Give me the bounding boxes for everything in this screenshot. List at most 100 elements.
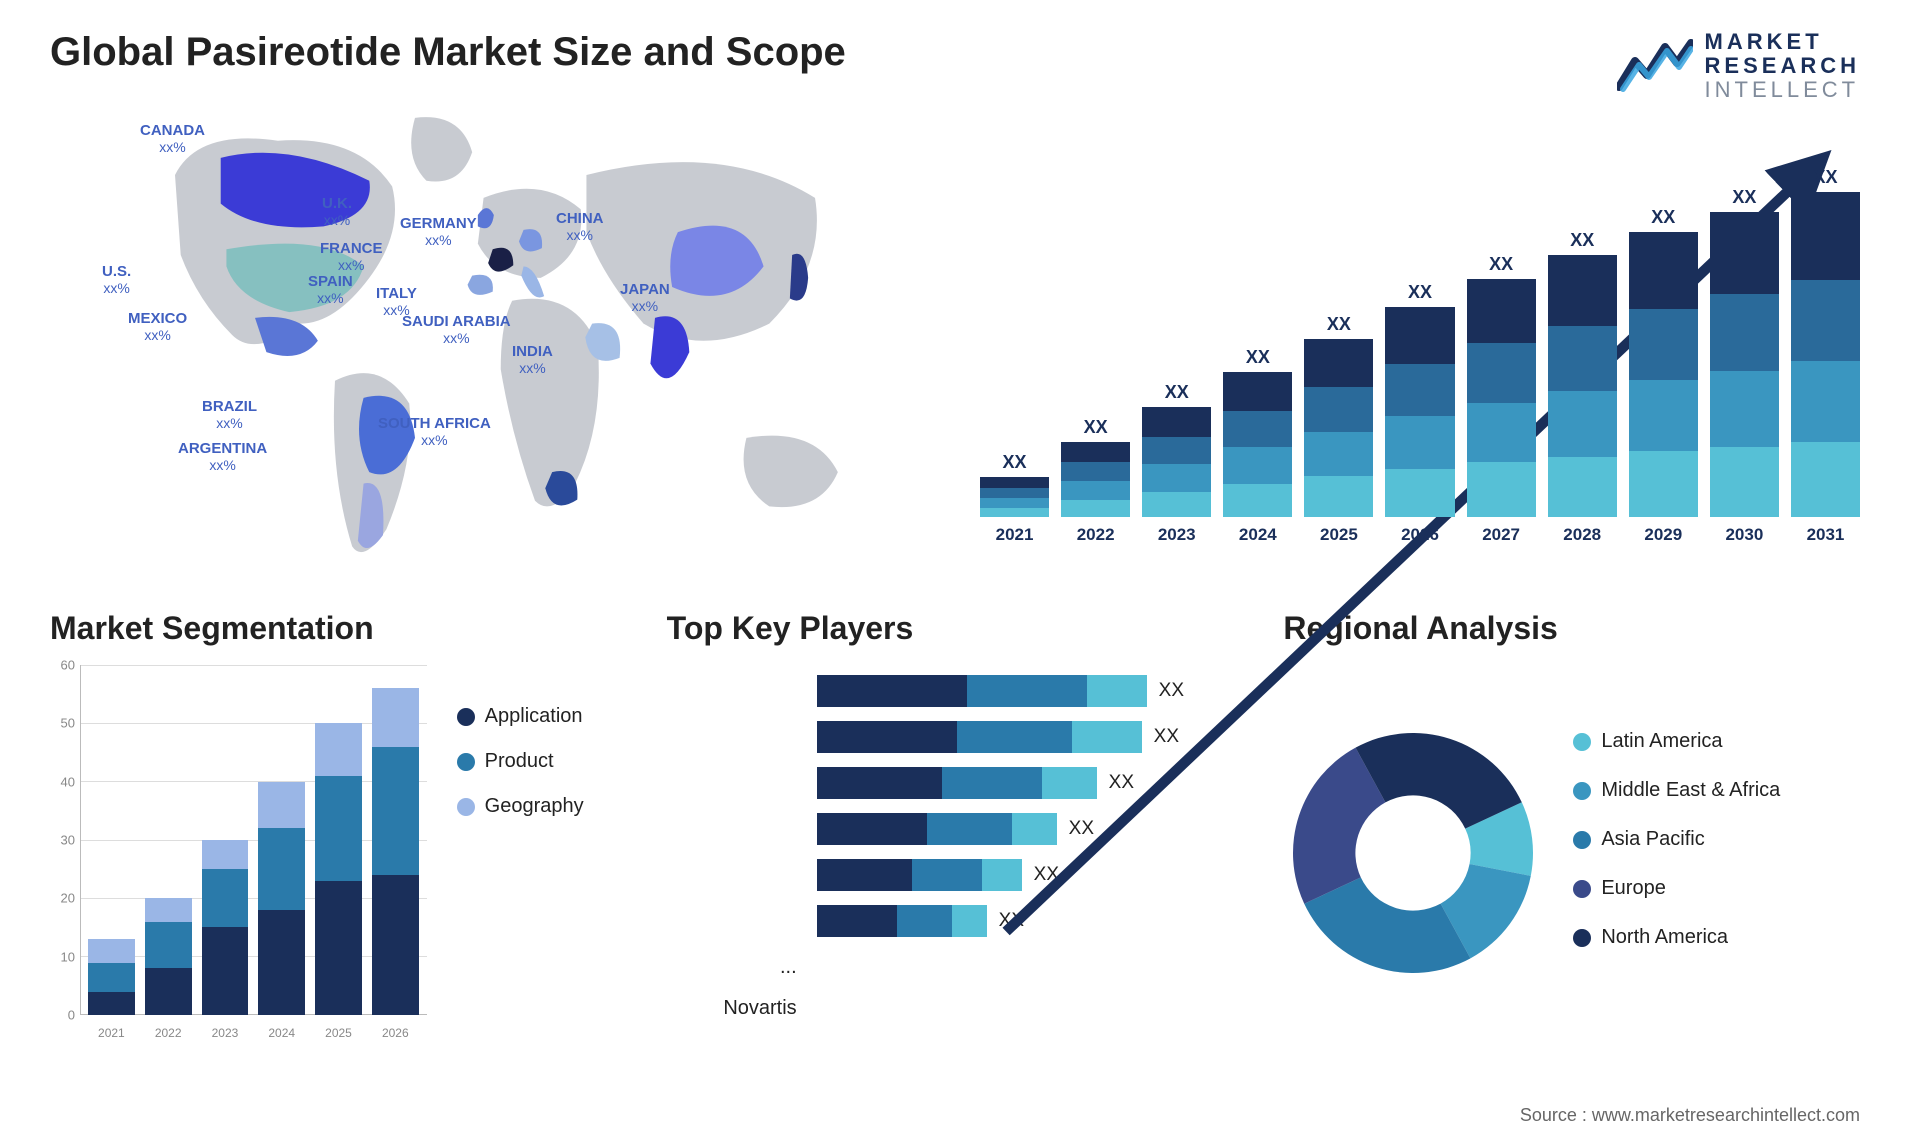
top-players-side-label: Novartis xyxy=(723,997,796,1020)
top-players-value-label: XX xyxy=(1034,864,1059,886)
map-label-south-africa: SOUTH AFRICAxx% xyxy=(378,415,491,450)
segmentation-bar-chart: 0102030405060 202120222023202420252026 xyxy=(50,665,427,1040)
map-label-japan: JAPANxx% xyxy=(620,281,670,316)
segmentation-ytick: 0 xyxy=(50,1008,75,1023)
growth-bar-2021: XX 2021 xyxy=(980,452,1049,545)
growth-bar-year-label: 2027 xyxy=(1482,525,1520,545)
segmentation-bar-2022 xyxy=(145,898,192,1015)
top-players-value-label: XX xyxy=(1159,680,1184,702)
segmentation-legend-item: Application xyxy=(457,705,637,728)
map-label-germany: GERMANYxx% xyxy=(400,215,477,250)
top-players-row: XX xyxy=(817,905,1254,937)
map-label-canada: CANADAxx% xyxy=(140,122,205,157)
segmentation-legend: Application Product Geography xyxy=(457,665,637,1040)
segmentation-xtick: 2026 xyxy=(372,1026,419,1040)
top-players-value-label: XX xyxy=(1154,726,1179,748)
growth-bar-year-label: 2024 xyxy=(1239,525,1277,545)
growth-bar-2022: XX 2022 xyxy=(1061,417,1130,545)
growth-bar-2031: XX 2031 xyxy=(1791,167,1860,545)
segmentation-bar-2023 xyxy=(202,840,249,1015)
top-players-value-label: XX xyxy=(1069,818,1094,840)
top-players-value-label: XX xyxy=(999,910,1024,932)
map-label-france: FRANCExx% xyxy=(320,240,383,275)
regional-legend-item: Middle East & Africa xyxy=(1573,779,1870,802)
growth-bar-2024: XX 2024 xyxy=(1223,347,1292,545)
regional-legend-item: Latin America xyxy=(1573,730,1870,753)
regional-title: Regional Analysis xyxy=(1283,610,1870,647)
logo-text: MARKET RESEARCH INTELLECT xyxy=(1705,30,1860,103)
segmentation-xtick: 2025 xyxy=(315,1026,362,1040)
map-label-saudi-arabia: SAUDI ARABIAxx% xyxy=(402,313,511,348)
regional-legend-item: North America xyxy=(1573,926,1870,949)
growth-bar-value-label: XX xyxy=(1003,452,1027,473)
growth-bar-value-label: XX xyxy=(1084,417,1108,438)
map-label-china: CHINAxx% xyxy=(556,210,604,245)
top-players-value-label: XX xyxy=(1109,772,1134,794)
growth-bar-year-label: 2021 xyxy=(996,525,1034,545)
top-players-panel: Top Key Players ... Novartis XX XX XX XX XX XX xyxy=(667,610,1254,1040)
world-map: CANADAxx% U.S.xx% MEXICOxx% BRAZILxx% ARGENT… xyxy=(50,95,940,575)
growth-bar-2025: XX 2025 xyxy=(1304,314,1373,545)
top-players-side-label: ... xyxy=(780,956,797,979)
growth-bar-value-label: XX xyxy=(1408,282,1432,303)
map-label-brazil: BRAZILxx% xyxy=(202,398,257,433)
growth-bar-value-label: XX xyxy=(1327,314,1351,335)
segmentation-legend-item: Product xyxy=(457,750,637,773)
segmentation-ytick: 60 xyxy=(50,658,75,673)
segmentation-xtick: 2021 xyxy=(88,1026,135,1040)
segmentation-title: Market Segmentation xyxy=(50,610,637,647)
segmentation-xtick: 2023 xyxy=(202,1026,249,1040)
regional-legend-item: Europe xyxy=(1573,877,1870,900)
regional-legend: Latin America Middle East & Africa Asia Pa… xyxy=(1573,730,1870,975)
growth-bar-2026: XX 2026 xyxy=(1385,282,1454,545)
growth-bar-value-label: XX xyxy=(1165,382,1189,403)
regional-panel: Regional Analysis Latin America Middle Ea… xyxy=(1283,610,1870,1040)
segmentation-bar-2021 xyxy=(88,939,135,1015)
map-label-india: INDIAxx% xyxy=(512,343,553,378)
top-players-bar-chart: XX XX XX XX XX XX xyxy=(817,665,1254,1040)
growth-bar-year-label: 2029 xyxy=(1644,525,1682,545)
segmentation-ytick: 30 xyxy=(50,833,75,848)
map-label-u-s-: U.S.xx% xyxy=(102,263,131,298)
segmentation-legend-item: Geography xyxy=(457,795,637,818)
regional-legend-item: Asia Pacific xyxy=(1573,828,1870,851)
map-label-argentina: ARGENTINAxx% xyxy=(178,440,267,475)
growth-bar-value-label: XX xyxy=(1246,347,1270,368)
segmentation-ytick: 50 xyxy=(50,716,75,731)
segmentation-bar-2024 xyxy=(258,782,305,1015)
growth-bar-2027: XX 2027 xyxy=(1467,254,1536,545)
growth-bar-year-label: 2026 xyxy=(1401,525,1439,545)
segmentation-ytick: 40 xyxy=(50,774,75,789)
top-players-labels: ... Novartis xyxy=(667,665,797,1040)
segmentation-xtick: 2022 xyxy=(145,1026,192,1040)
growth-bar-value-label: XX xyxy=(1732,187,1756,208)
growth-bar-2029: XX 2029 xyxy=(1629,207,1698,545)
growth-bar-year-label: 2030 xyxy=(1725,525,1763,545)
top-players-title: Top Key Players xyxy=(667,610,1254,647)
top-players-row: XX xyxy=(817,675,1254,707)
growth-bar-year-label: 2025 xyxy=(1320,525,1358,545)
regional-donut-chart xyxy=(1283,723,1543,983)
segmentation-panel: Market Segmentation 0102030405060 202120… xyxy=(50,610,637,1040)
growth-bar-value-label: XX xyxy=(1570,230,1594,251)
growth-bar-value-label: XX xyxy=(1651,207,1675,228)
growth-bar-year-label: 2031 xyxy=(1807,525,1845,545)
growth-bar-value-label: XX xyxy=(1489,254,1513,275)
page-title: Global Pasireotide Market Size and Scope xyxy=(50,30,1870,75)
growth-bar-year-label: 2023 xyxy=(1158,525,1196,545)
segmentation-ytick: 20 xyxy=(50,891,75,906)
logo-mark-icon xyxy=(1617,39,1693,93)
growth-bar-2023: XX 2023 xyxy=(1142,382,1211,545)
growth-bar-2030: XX 2030 xyxy=(1710,187,1779,545)
map-label-u-k-: U.K.xx% xyxy=(322,195,352,230)
map-label-spain: SPAINxx% xyxy=(308,273,353,308)
segmentation-bar-2025 xyxy=(315,723,362,1015)
growth-bar-year-label: 2028 xyxy=(1563,525,1601,545)
growth-bar-year-label: 2022 xyxy=(1077,525,1115,545)
source-attribution: Source : www.marketresearchintellect.com xyxy=(1520,1105,1860,1126)
top-players-row: XX xyxy=(817,859,1254,891)
growth-bar-value-label: XX xyxy=(1813,167,1837,188)
top-players-row: XX xyxy=(817,767,1254,799)
brand-logo: MARKET RESEARCH INTELLECT xyxy=(1617,30,1860,103)
map-label-mexico: MEXICOxx% xyxy=(128,310,187,345)
